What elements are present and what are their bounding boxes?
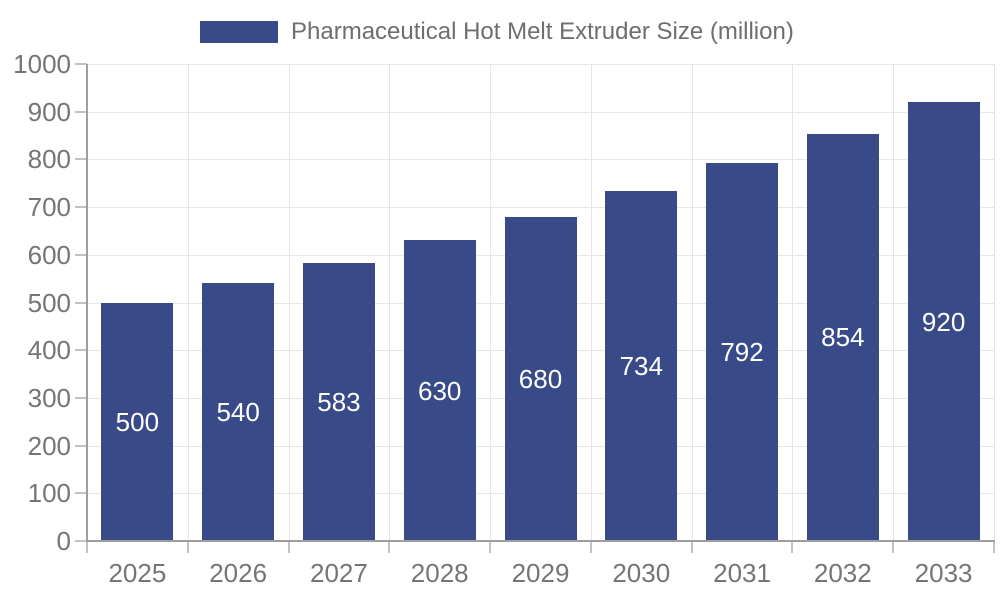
bar-2031[interactable]	[706, 163, 779, 541]
v-gridline	[490, 64, 492, 541]
legend-swatch	[200, 21, 278, 43]
legend-label: Pharmaceutical Hot Melt Extruder Size (m…	[291, 18, 794, 45]
h-gridline	[87, 159, 994, 161]
bar-2033[interactable]	[907, 102, 980, 541]
bar-value-label: 920	[921, 306, 966, 337]
x-axis-line	[86, 540, 995, 542]
x-tick-label-2033: 2033	[914, 558, 973, 588]
y-tick-label-400: 400	[27, 335, 71, 366]
y-axis-line	[86, 64, 88, 541]
y-tick-label-500: 500	[27, 287, 71, 318]
bar-value-label: 680	[518, 363, 563, 394]
bar-value-label: 854	[821, 322, 865, 353]
y-tick-label-0: 0	[56, 526, 71, 556]
x-tick	[186, 541, 189, 553]
v-gridline	[187, 64, 189, 541]
y-tick-label-1000: 1000	[13, 49, 71, 79]
y-tick-label-600: 600	[27, 239, 71, 270]
v-gridline	[389, 64, 391, 541]
bar-2032[interactable]	[806, 133, 879, 541]
y-tick	[75, 206, 87, 209]
y-tick-label-200: 200	[27, 430, 71, 461]
v-gridline	[288, 64, 290, 541]
bar-value-label: 583	[317, 386, 361, 417]
v-gridline	[792, 64, 794, 541]
bar-value-label: 734	[619, 350, 663, 381]
y-tick-label-800: 800	[27, 144, 71, 175]
x-tick-label-2026: 2026	[209, 558, 268, 588]
y-tick-label-300: 300	[27, 382, 71, 413]
h-gridline	[87, 111, 994, 113]
y-tick-label-100: 100	[27, 478, 71, 509]
x-tick	[791, 541, 794, 553]
bar-2025[interactable]	[101, 302, 174, 541]
y-tick	[75, 396, 87, 399]
y-tick-label-900: 900	[27, 96, 71, 127]
bar-value-label: 630	[418, 375, 462, 406]
y-tick	[75, 110, 87, 113]
y-tick	[75, 63, 87, 65]
x-tick	[589, 541, 592, 553]
y-tick	[75, 492, 87, 495]
v-gridline	[691, 64, 693, 541]
x-tick-label-2031: 2031	[713, 558, 771, 588]
x-tick-label-2027: 2027	[310, 558, 368, 588]
chart-legend[interactable]: Pharmaceutical Hot Melt Extruder Size (m…	[200, 18, 794, 46]
bar-value-label: 540	[216, 397, 260, 428]
bar-value-label: 500	[115, 406, 160, 437]
h-gridline	[87, 64, 994, 65]
x-tick-label-2032: 2032	[813, 558, 872, 588]
x-tick	[388, 541, 391, 553]
x-tick-label-2025: 2025	[108, 558, 167, 588]
v-gridline	[590, 64, 592, 541]
x-tick-label-2029: 2029	[511, 558, 570, 588]
y-tick	[75, 444, 87, 447]
x-tick	[287, 541, 290, 553]
y-tick-label-700: 700	[27, 192, 71, 223]
y-tick	[75, 540, 87, 542]
bar-value-label: 792	[720, 337, 764, 368]
v-gridline	[994, 64, 995, 541]
x-tick	[993, 541, 995, 553]
bar-2027[interactable]	[302, 262, 375, 541]
y-tick	[75, 349, 87, 352]
x-tick-label-2028: 2028	[410, 558, 469, 588]
y-tick	[75, 253, 87, 256]
y-tick	[75, 301, 87, 304]
x-tick	[892, 541, 895, 553]
h-gridline	[87, 207, 994, 209]
x-tick	[86, 541, 88, 553]
bar-2028[interactable]	[403, 240, 476, 541]
bar-2026[interactable]	[202, 283, 275, 541]
y-tick	[75, 158, 87, 161]
x-tick	[690, 541, 693, 553]
v-gridline	[893, 64, 895, 541]
bar-2029[interactable]	[504, 216, 577, 541]
bar-2030[interactable]	[605, 190, 678, 541]
x-tick	[489, 541, 492, 553]
x-tick-label-2030: 2030	[612, 558, 671, 588]
